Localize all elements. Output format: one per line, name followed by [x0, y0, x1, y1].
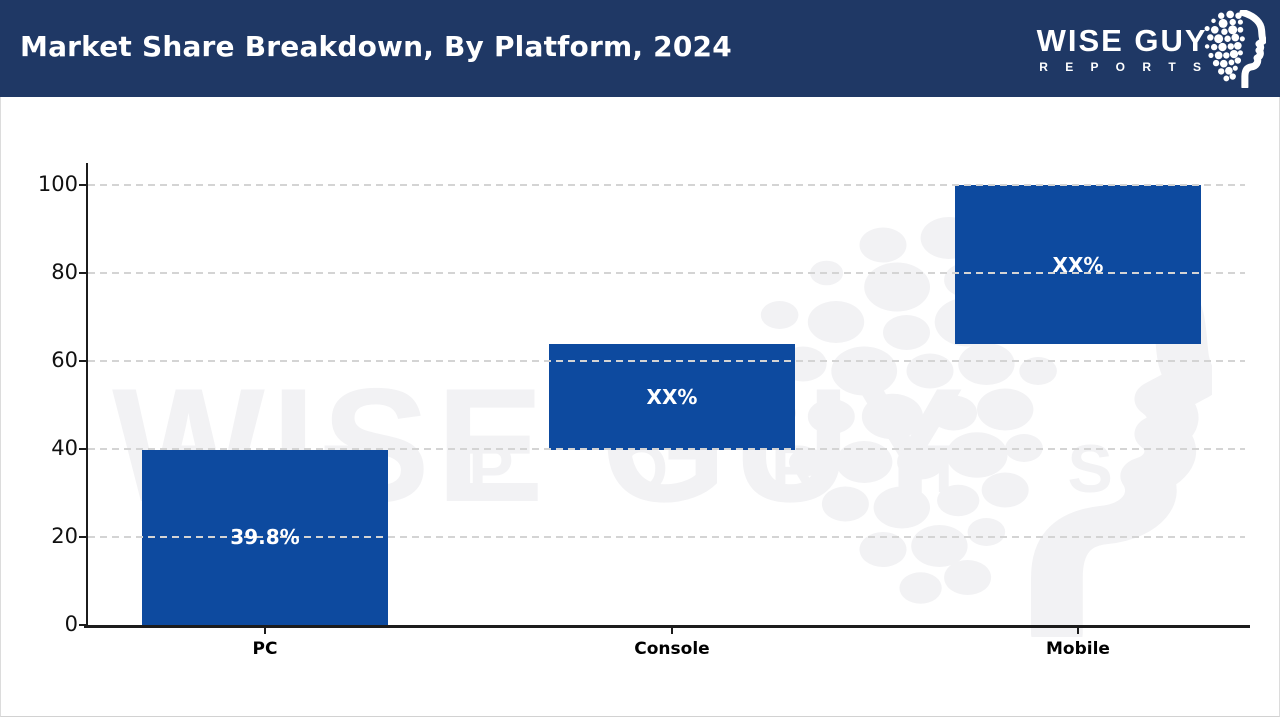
gridline-20: [88, 536, 1245, 538]
brand-name-label: WISE GUY: [1036, 22, 1208, 58]
dot-head-icon: [1202, 10, 1266, 88]
y-axis-line: [86, 163, 88, 628]
gridline-100: [88, 184, 1245, 186]
y-tick-label: 80: [51, 260, 78, 284]
x-tick-mark: [1077, 628, 1079, 634]
x-category-label-mobile: Mobile: [1046, 639, 1110, 659]
y-tick-mark: [79, 360, 86, 362]
y-tick-mark: [79, 624, 86, 626]
brand-wordmark: WISE GUY R E P O R T S: [1036, 25, 1208, 74]
y-tick-label: 0: [64, 612, 78, 636]
y-tick-label: 40: [51, 436, 78, 460]
y-tick-label: 100: [37, 172, 78, 196]
y-tick-mark: [79, 184, 86, 186]
page-title: Market Share Breakdown, By Platform, 202…: [20, 30, 732, 63]
gridline-80: [88, 272, 1245, 274]
chart-header: Market Share Breakdown, By Platform, 202…: [0, 0, 1280, 97]
x-tick-mark: [264, 628, 266, 634]
bar-mobile: [955, 185, 1201, 345]
bar-value-label: 39.8%: [230, 525, 300, 550]
gridline-60: [88, 360, 1245, 362]
y-tick-mark: [79, 536, 86, 538]
x-category-label-pc: PC: [252, 639, 278, 659]
bar-value-label: XX%: [1052, 252, 1104, 277]
y-tick-mark: [79, 272, 86, 274]
brand-logo: WISE GUY R E P O R T S: [1036, 6, 1266, 92]
y-tick-mark: [79, 448, 86, 450]
x-category-label-console: Console: [634, 639, 710, 659]
bar-value-label: XX%: [646, 385, 698, 410]
gridline-40: [88, 448, 1245, 450]
y-tick-label: 60: [51, 348, 78, 372]
y-tick-label: 20: [51, 524, 78, 548]
plot-area: 39.8% XX% XX%: [88, 184, 1245, 625]
brand-reports-label: R E P O R T S: [1039, 59, 1208, 74]
x-axis-line: [84, 625, 1250, 628]
x-tick-mark: [671, 628, 673, 634]
